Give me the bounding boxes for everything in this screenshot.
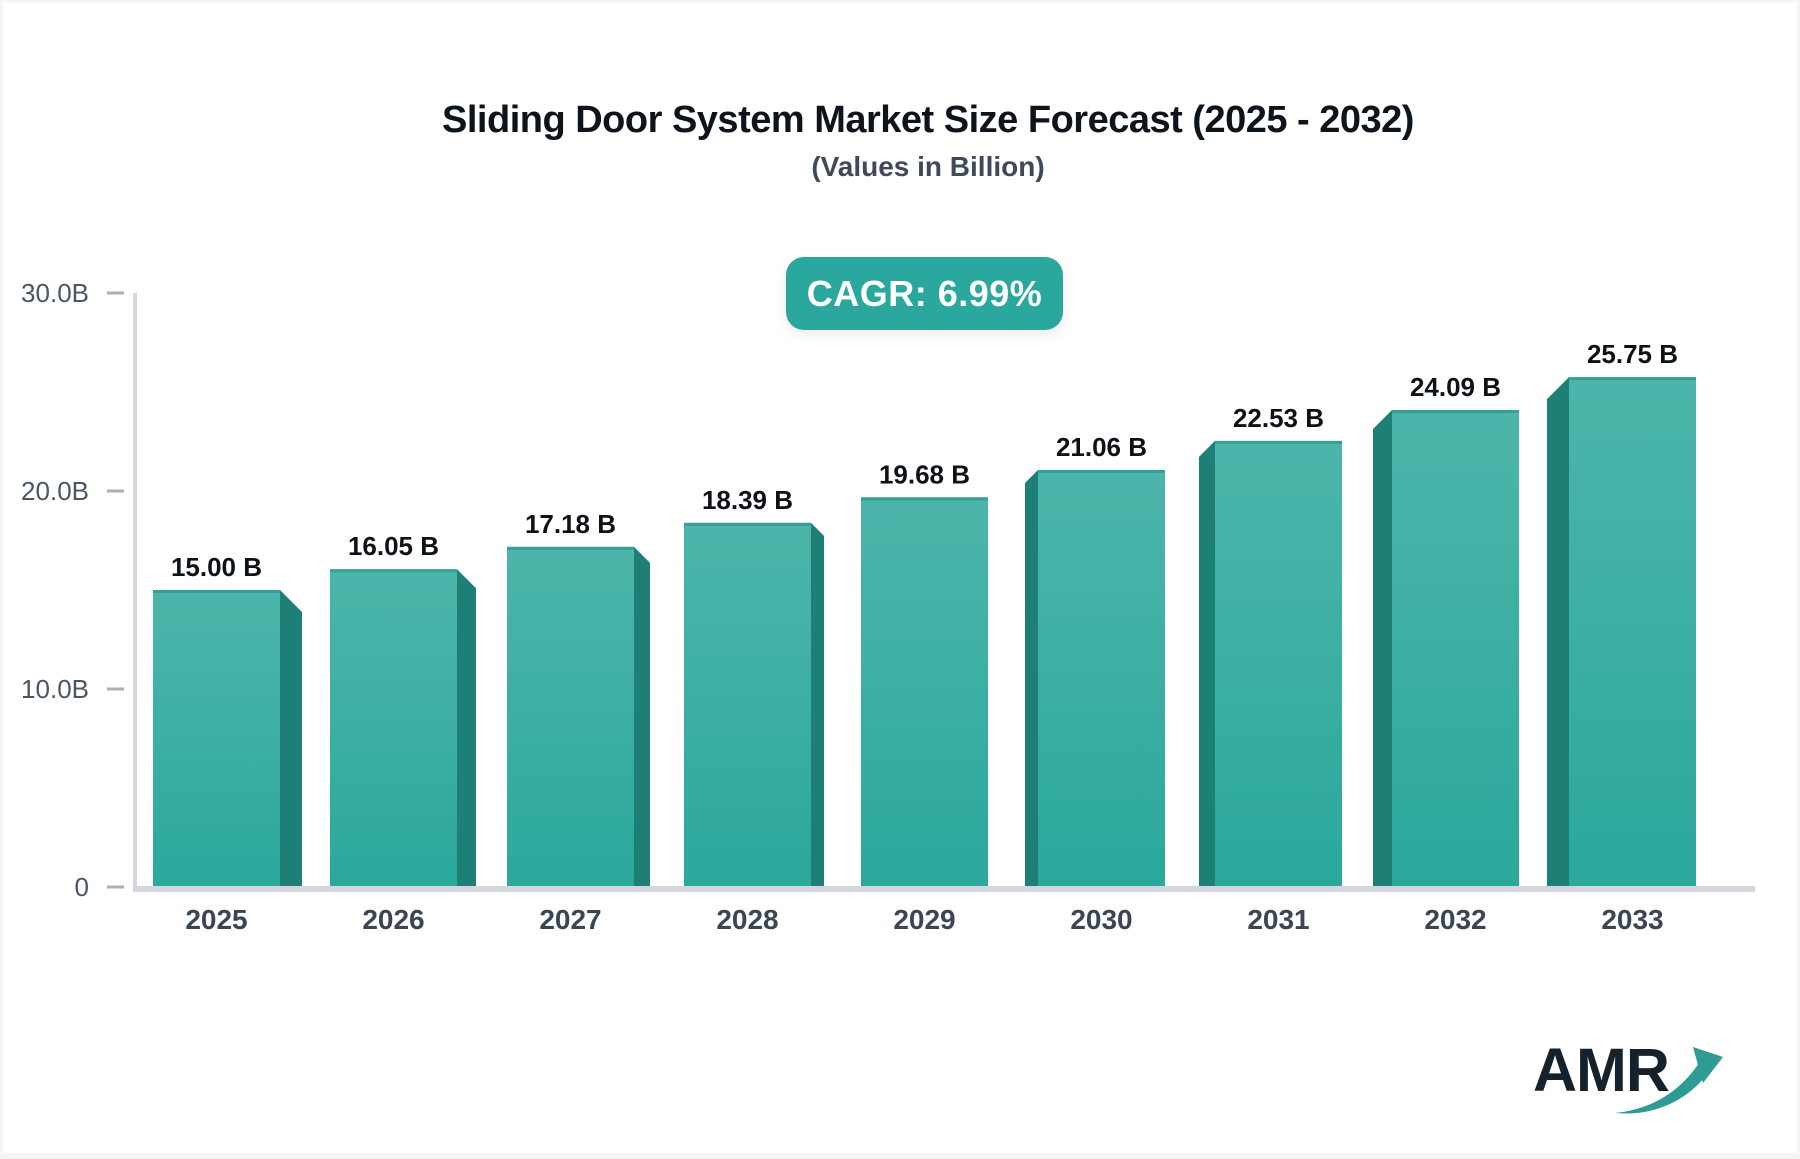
bar-side-2031: [1199, 440, 1215, 889]
bar-side-2032: [1373, 410, 1392, 889]
bar-chart: 0 10.0B 20.0B 30.0B 15.00 B 2025 16.05 B 2026 17…: [3, 3, 1797, 1153]
bar-2029: [861, 497, 988, 889]
cagr-badge-label: CAGR: 6.99%: [806, 272, 1043, 314]
bar-2028: [684, 522, 811, 889]
y-tick-mark-10.0B: [107, 687, 124, 691]
year-label-2033: 2033: [1601, 904, 1663, 935]
cagr-badge: CAGR: 6.99%: [786, 257, 1063, 330]
y-tick-label-0: 0: [75, 872, 89, 902]
chart-title: Sliding Door System Market Size Forecast…: [442, 99, 1414, 141]
logo-growth-arrow-icon: [1615, 1047, 1723, 1114]
bar-top-edge-2030: [1038, 470, 1165, 474]
y-tick-label-30.0B: 30.0B: [21, 278, 89, 308]
x-axis-line: [133, 886, 1755, 892]
bar-2031: [1215, 440, 1342, 889]
bar-side-2033: [1547, 377, 1569, 889]
amr-logo-text: AMR: [1533, 1036, 1670, 1104]
bar-top-edge-2031: [1215, 440, 1342, 444]
bar-top-edge-2032: [1392, 410, 1519, 414]
bar-side-2028: [811, 522, 824, 889]
bar-top-edge-2029: [861, 497, 988, 501]
bar-side-2027: [634, 546, 650, 889]
value-label-2030: 21.06 B: [1056, 432, 1147, 462]
amr-logo: AMR: [1533, 1035, 1733, 1125]
value-label-2025: 15.00 B: [171, 552, 262, 582]
chart-subtitle: (Values in Billion): [811, 151, 1045, 182]
bar-top-edge-2028: [684, 522, 811, 526]
bar-side-2026: [457, 569, 476, 889]
value-label-2027: 17.18 B: [525, 509, 616, 539]
y-tick-label-20.0B: 20.0B: [21, 476, 89, 506]
bar-2030: [1038, 470, 1165, 889]
bar-2026: [330, 569, 457, 889]
page-card: Sliding Door System Market Size Forecast…: [3, 3, 1797, 1153]
bar-2033: [1569, 377, 1696, 889]
value-label-2029: 19.68 B: [879, 459, 970, 489]
bar-top-edge-2033: [1569, 377, 1696, 381]
bar-2025: [153, 590, 280, 889]
y-axis-line: [133, 293, 137, 887]
bar-top-edge-2027: [507, 546, 634, 550]
bar-2027: [507, 546, 634, 889]
value-label-2032: 24.09 B: [1410, 372, 1501, 402]
bar-side-2030: [1025, 470, 1038, 889]
year-label-2028: 2028: [716, 904, 778, 935]
year-label-2030: 2030: [1070, 904, 1132, 935]
bar-2032: [1392, 410, 1519, 889]
y-tick-mark-30.0B: [107, 291, 124, 295]
value-label-2026: 16.05 B: [348, 531, 439, 561]
year-label-2026: 2026: [362, 904, 424, 935]
year-label-2031: 2031: [1247, 904, 1309, 935]
year-label-2029: 2029: [893, 904, 955, 935]
value-label-2033: 25.75 B: [1587, 339, 1678, 369]
bar-side-2025: [280, 590, 302, 889]
y-tick-mark-20.0B: [107, 489, 124, 493]
year-label-2027: 2027: [539, 904, 601, 935]
year-label-2025: 2025: [185, 904, 247, 935]
year-label-2032: 2032: [1424, 904, 1486, 935]
bar-top-edge-2025: [153, 590, 280, 593]
value-label-2031: 22.53 B: [1233, 403, 1324, 433]
bar-top-edge-2026: [330, 569, 457, 573]
bar-chart-canvas: 0 10.0B 20.0B 30.0B 15.00 B 2025 16.05 B 2026 17…: [21, 278, 1755, 935]
y-tick-label-10.0B: 10.0B: [21, 674, 89, 704]
value-label-2028: 18.39 B: [702, 485, 793, 515]
y-tick-mark-0: [107, 885, 124, 889]
